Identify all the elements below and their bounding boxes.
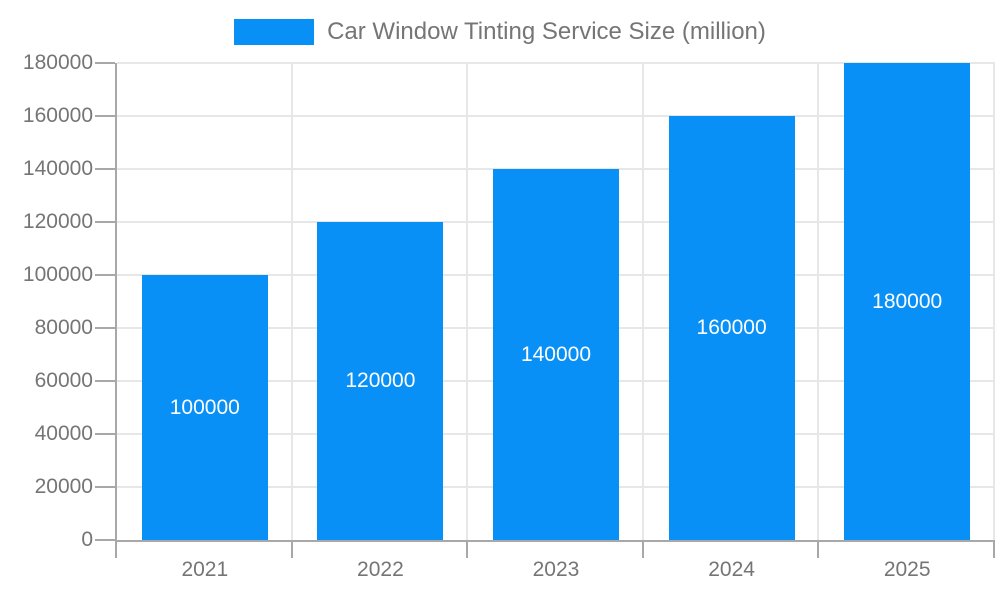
y-tick-label: 180000 (22, 51, 93, 74)
y-axis-tick (95, 380, 115, 382)
x-tick-label: 2024 (708, 558, 755, 581)
y-axis-tick (95, 115, 115, 117)
bar[interactable] (844, 63, 971, 540)
legend-swatch-icon (234, 19, 315, 45)
y-tick-label: 20000 (34, 475, 93, 498)
bar[interactable] (317, 222, 444, 540)
y-tick-label: 120000 (22, 210, 93, 233)
gridline-vertical (290, 63, 293, 540)
x-axis-tick (115, 540, 117, 558)
y-tick-label: 140000 (22, 157, 93, 180)
x-axis-tick (817, 540, 820, 558)
x-axis-tick (290, 540, 293, 558)
y-axis-tick (95, 62, 115, 64)
gridline-horizontal (117, 115, 995, 117)
y-tick-label: 40000 (34, 422, 93, 445)
gridline-vertical (817, 63, 820, 540)
y-axis-tick (95, 221, 115, 223)
bar[interactable] (141, 275, 268, 540)
x-axis-tick (466, 540, 469, 558)
bar-value-label: 180000 (872, 289, 943, 313)
y-axis-tick (95, 274, 115, 276)
legend[interactable]: Car Window Tinting Service Size (million… (0, 14, 1000, 50)
bar-value-label: 160000 (696, 316, 767, 339)
y-axis-tick (95, 327, 115, 329)
y-tick-label: 0 (81, 528, 93, 551)
gridline-vertical (466, 63, 469, 540)
x-tick-label: 2021 (181, 558, 229, 581)
y-tick-label: 100000 (22, 263, 93, 286)
x-tick-label: 2025 (883, 558, 931, 581)
bar[interactable] (493, 169, 619, 540)
y-axis-tick (95, 168, 115, 170)
gridline-horizontal (117, 62, 995, 64)
x-axis-tick (993, 540, 995, 558)
gridline-vertical (993, 63, 995, 540)
y-tick-label: 160000 (22, 104, 93, 127)
gridline-vertical (641, 63, 644, 540)
bar-value-label: 140000 (520, 342, 592, 366)
x-tick-label: 2022 (357, 558, 404, 581)
bar-value-label: 120000 (345, 369, 416, 392)
y-axis-tick (95, 433, 115, 435)
x-axis-tick (641, 540, 644, 558)
y-tick-label: 60000 (34, 369, 93, 392)
y-axis-tick (95, 486, 115, 488)
legend-label: Car Window Tinting Service Size (million… (327, 18, 766, 45)
bar[interactable] (668, 116, 795, 540)
bar-value-label: 100000 (169, 395, 240, 419)
y-tick-label: 80000 (34, 316, 93, 339)
x-tick-label: 2023 (532, 558, 580, 581)
y-axis-tick (95, 539, 115, 541)
plot-area: 0 20000 40000 60000 80000 100000 120000 140000 1… (23, 51, 995, 581)
